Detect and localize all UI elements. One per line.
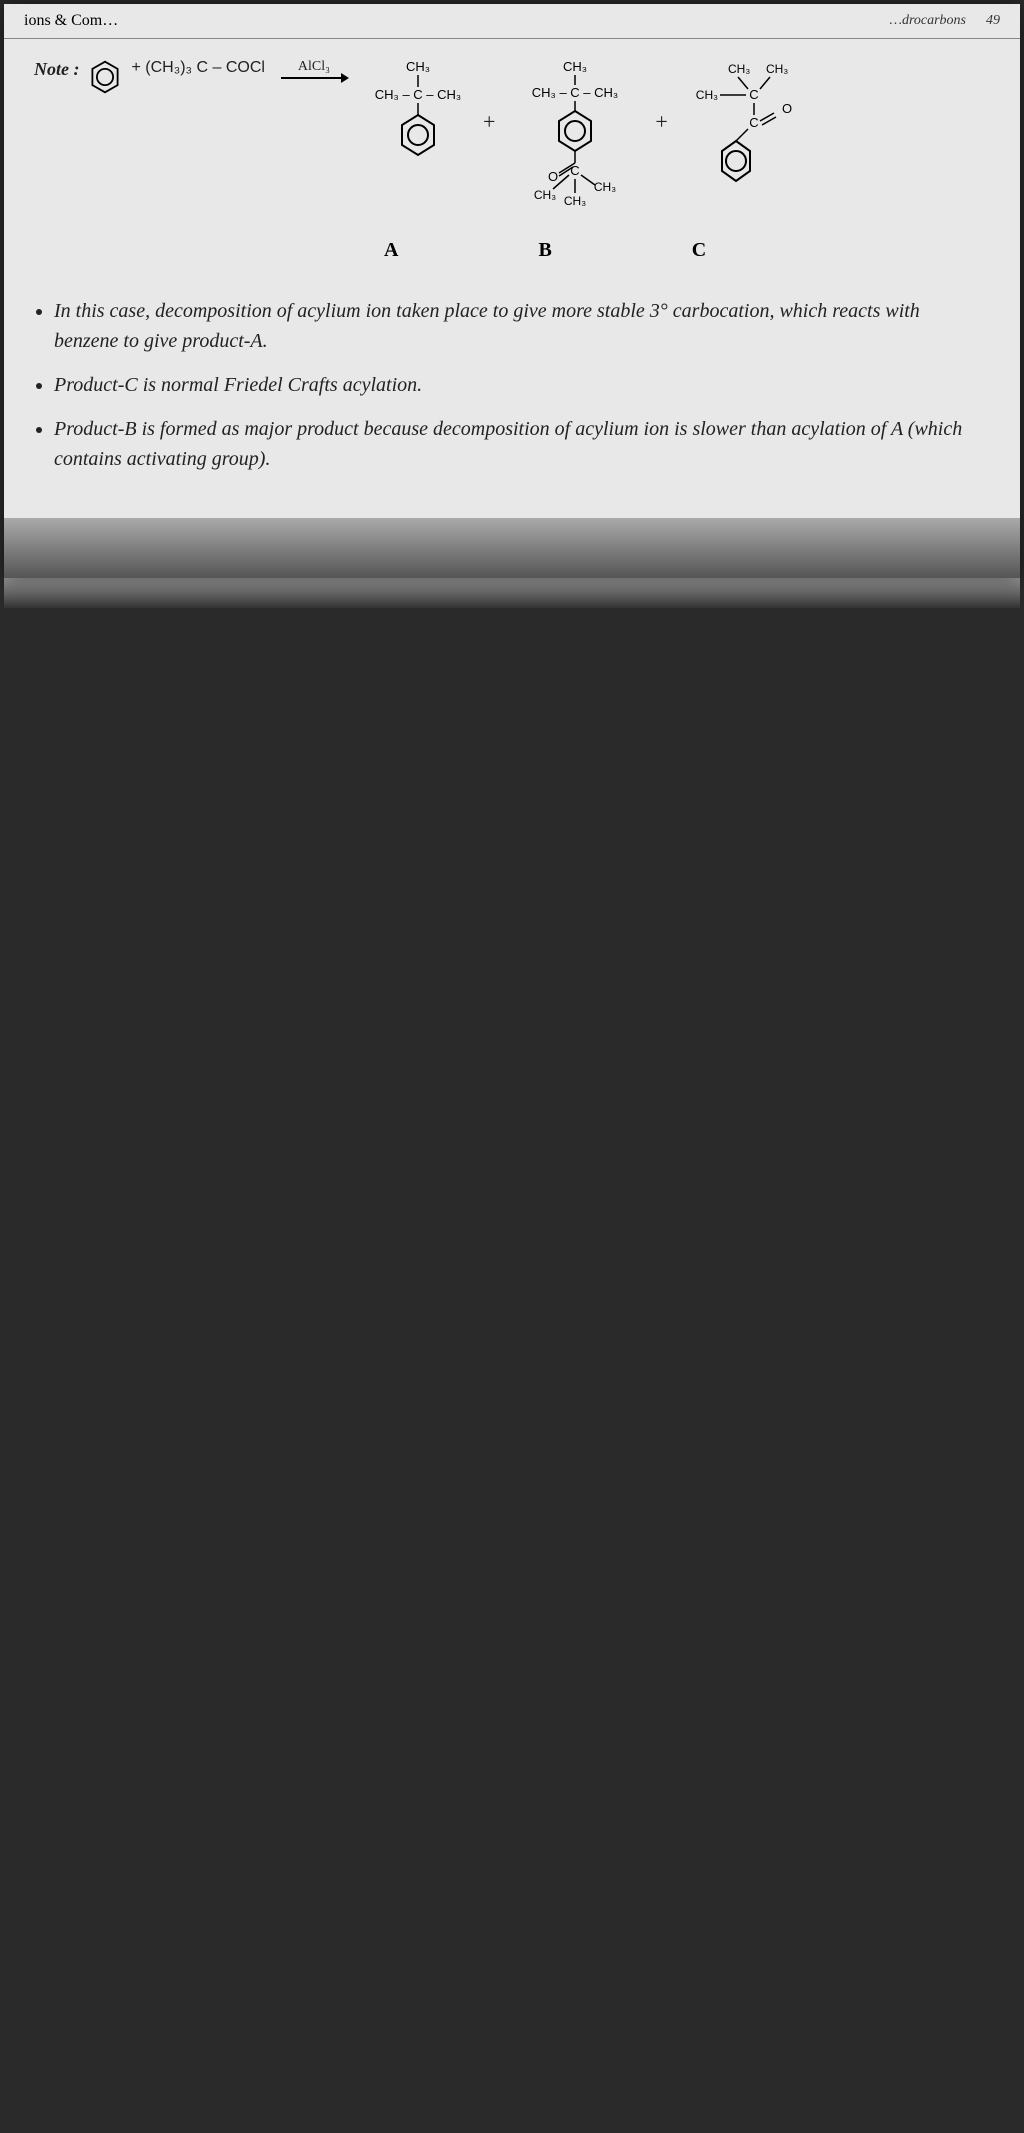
product-a-structure: CH₃ CH₃ – C – CH₃ [373, 59, 463, 179]
page-shadow [4, 518, 1020, 578]
svg-text:CH₃ – C – CH₃: CH₃ – C – CH₃ [532, 85, 618, 100]
page-header: ions & Com… …drocarbons 49 [4, 4, 1020, 39]
bullet-2: Product-C is normal Friedel Crafts acyla… [54, 370, 980, 400]
svg-text:CH₃: CH₃ [728, 62, 750, 76]
label-a: A [384, 239, 398, 262]
label-b: B [538, 239, 551, 262]
product-labels: A B C [384, 239, 990, 262]
svg-text:CH₃: CH₃ [594, 180, 616, 194]
header-left-text: ions & Com… [24, 12, 118, 30]
bullet-3: Product-B is formed as major product bec… [54, 414, 980, 474]
product-c-structure: CH₃ CH₃ C CH₃ C O [688, 59, 808, 199]
reaction-line: Note : + (CH₃)₃ C – COCl AlCl₃ CH₃ [34, 59, 990, 229]
label-c: C [692, 239, 706, 262]
book-edge [4, 578, 1020, 608]
product-c: CH₃ CH₃ C CH₃ C O [688, 59, 808, 199]
note-label: Note : [34, 59, 79, 80]
plus-2: + [655, 109, 667, 135]
header-topic: …drocarbons [890, 13, 967, 29]
arrow-icon [279, 71, 349, 85]
page-number: 49 [986, 13, 1000, 29]
reaction-arrow: AlCl₃ [279, 59, 349, 85]
svg-text:O: O [782, 101, 792, 116]
svg-text:CH₃: CH₃ [534, 188, 556, 202]
svg-text:CH₃: CH₃ [696, 88, 718, 102]
svg-text:CH₃: CH₃ [563, 59, 587, 74]
product-b: CH₃ CH₃ – C – CH₃ O C CH₃ [515, 59, 635, 229]
bullet-1: In this case, decomposition of acylium i… [54, 296, 980, 356]
plus-1: + [483, 109, 495, 135]
product-a: CH₃ CH₃ – C – CH₃ [373, 59, 463, 179]
explanation-bullets: In this case, decomposition of acylium i… [4, 272, 1020, 518]
svg-text:O: O [548, 169, 558, 184]
svg-text:C: C [571, 163, 580, 178]
svg-text:CH₃: CH₃ [406, 59, 430, 74]
reactant-formula: + (CH₃)₃ C – COCl [131, 59, 264, 77]
reaction-note: Note : + (CH₃)₃ C – COCl AlCl₃ CH₃ [4, 39, 1020, 272]
benzene-icon [87, 59, 123, 95]
svg-text:C: C [749, 87, 758, 102]
header-right: …drocarbons 49 [890, 13, 1001, 29]
svg-text:CH₃ – C – CH₃: CH₃ – C – CH₃ [375, 87, 461, 102]
svg-text:C: C [749, 115, 758, 130]
svg-text:CH₃: CH₃ [766, 62, 788, 76]
product-b-structure: CH₃ CH₃ – C – CH₃ O C CH₃ [515, 59, 635, 229]
textbook-page: ions & Com… …drocarbons 49 Note : + (CH₃… [4, 4, 1020, 578]
svg-text:CH₃: CH₃ [564, 194, 586, 208]
products-group: CH₃ CH₃ – C – CH₃ + CH₃ CH₃ – C – CH₃ [373, 59, 808, 229]
